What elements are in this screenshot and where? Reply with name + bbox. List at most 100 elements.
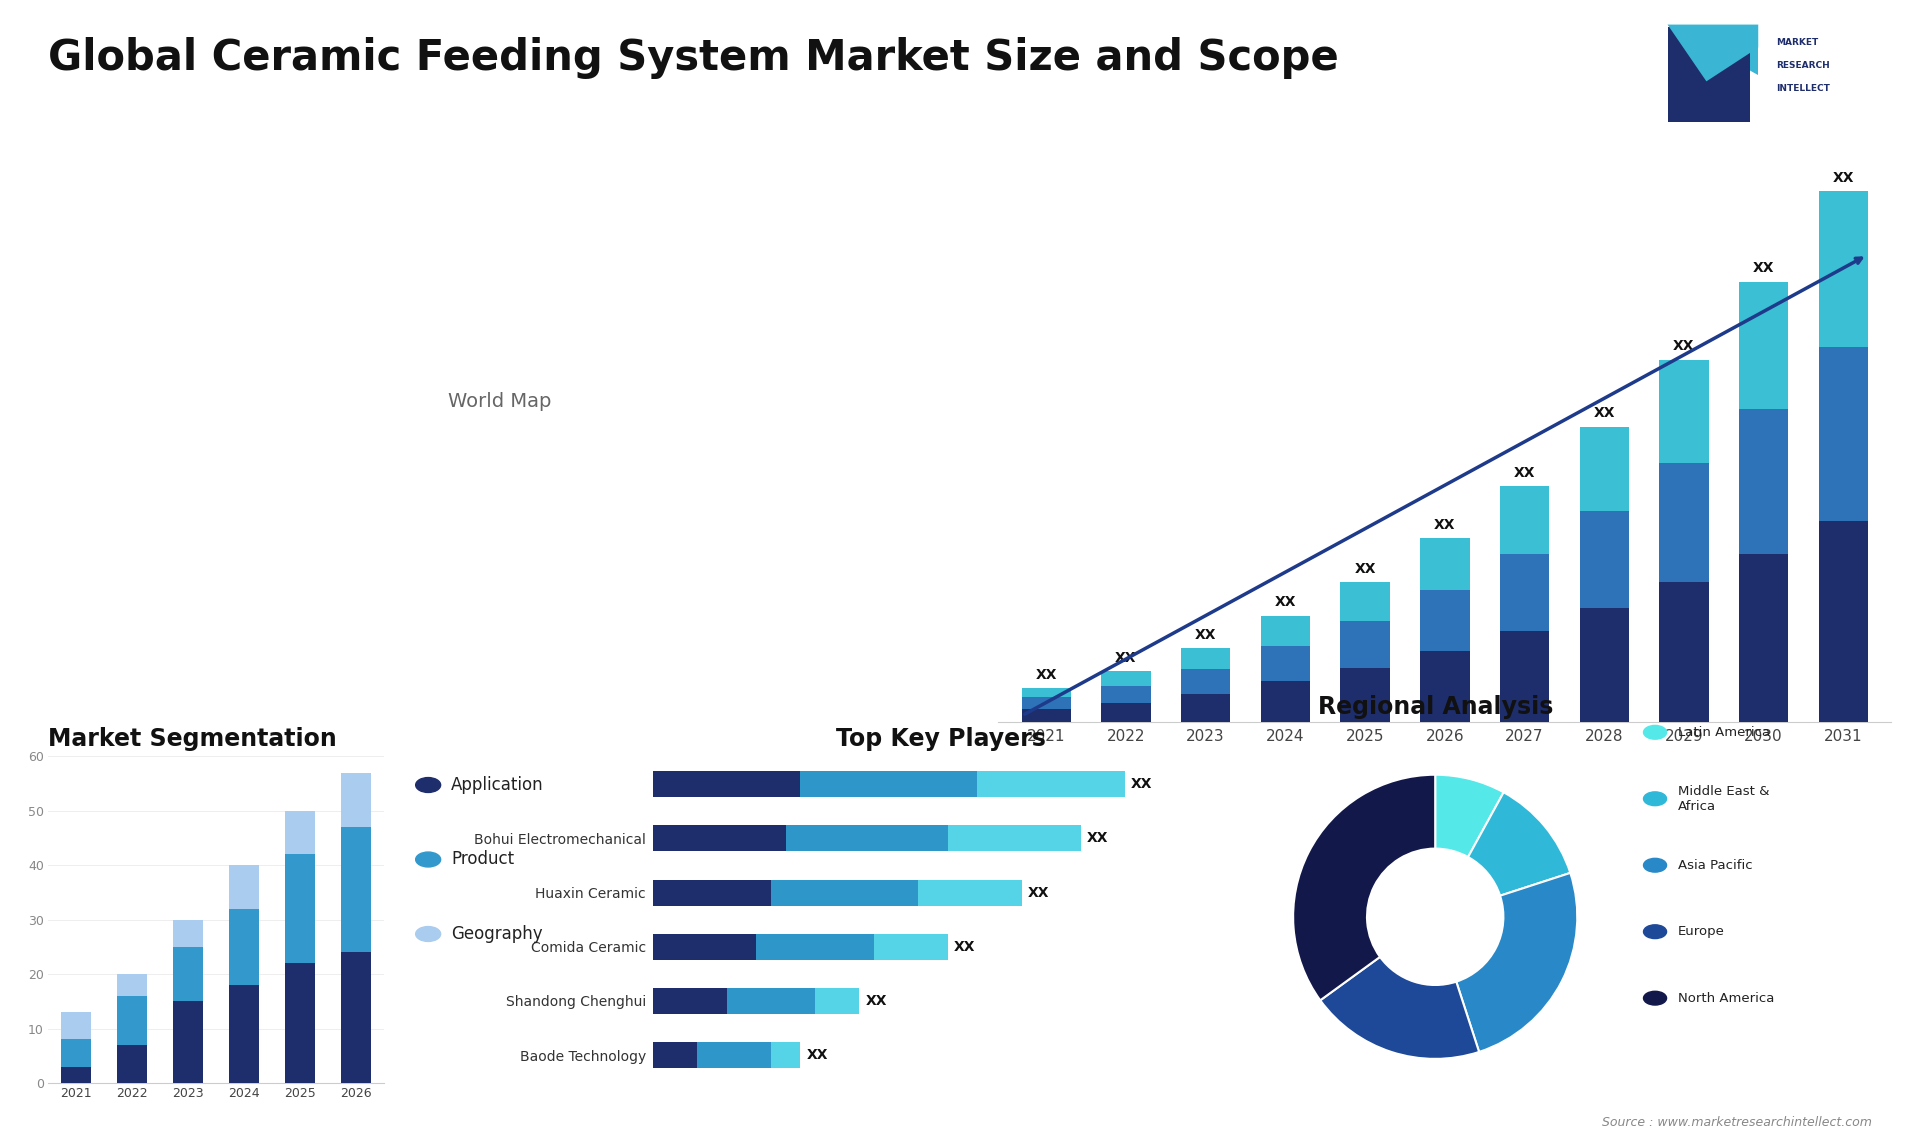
Bar (1421, 651, 1469, 722)
Bar (874, 934, 948, 959)
Text: Top Key Players: Top Key Players (835, 727, 1046, 751)
Text: Geography: Geography (451, 925, 543, 943)
Bar (117, 974, 148, 996)
Bar (228, 909, 259, 984)
Bar (1021, 709, 1071, 722)
Bar (653, 988, 726, 1014)
Bar (1421, 539, 1469, 590)
Bar (228, 984, 259, 1083)
Bar (816, 988, 860, 1014)
Text: XX: XX (1275, 596, 1296, 610)
Bar (284, 854, 315, 963)
Bar (1580, 609, 1628, 722)
Text: North America: North America (1678, 991, 1774, 1005)
Bar (1818, 346, 1868, 521)
Bar (1740, 554, 1788, 722)
Text: Europe: Europe (1678, 925, 1724, 939)
Bar (1580, 511, 1628, 609)
Wedge shape (1294, 775, 1436, 1000)
Bar (1021, 698, 1071, 709)
Text: XX: XX (1116, 651, 1137, 665)
Bar (173, 1002, 204, 1083)
Bar (1818, 191, 1868, 346)
Text: Source : www.marketresearchintellect.com: Source : www.marketresearchintellect.com (1601, 1116, 1872, 1129)
Text: XX: XX (1354, 562, 1377, 575)
Bar (1340, 582, 1390, 621)
Bar (1021, 689, 1071, 698)
Bar (284, 963, 315, 1083)
Bar (61, 1039, 92, 1067)
Wedge shape (1455, 873, 1576, 1052)
Bar (770, 880, 918, 905)
Text: Regional Analysis: Regional Analysis (1317, 694, 1553, 719)
Bar (948, 825, 1081, 851)
Bar (340, 827, 371, 952)
Bar (1500, 554, 1549, 631)
Bar (1421, 590, 1469, 651)
Bar (1261, 615, 1309, 645)
Bar (1659, 582, 1709, 722)
Bar (1659, 463, 1709, 582)
Bar (1580, 426, 1628, 511)
Text: XX: XX (1035, 668, 1058, 682)
Bar (61, 1012, 92, 1039)
Bar (1261, 681, 1309, 722)
Text: XX: XX (866, 994, 887, 1008)
Bar (801, 771, 977, 798)
Bar (117, 996, 148, 1045)
Bar (653, 771, 801, 798)
Text: RESEARCH: RESEARCH (1776, 61, 1830, 70)
Bar (1740, 409, 1788, 554)
Text: XX: XX (1027, 886, 1048, 900)
Bar (1261, 645, 1309, 681)
Bar (1667, 28, 1751, 121)
Bar (1102, 702, 1150, 722)
Bar (61, 1067, 92, 1083)
Text: XX: XX (1434, 518, 1455, 532)
Text: Asia Pacific: Asia Pacific (1678, 858, 1753, 872)
Bar (653, 1042, 697, 1068)
Wedge shape (1469, 792, 1571, 896)
Bar (653, 934, 756, 959)
Bar (284, 811, 315, 854)
Text: Middle East &
Africa: Middle East & Africa (1678, 785, 1770, 813)
Bar (340, 772, 371, 827)
Text: XX: XX (1194, 628, 1217, 642)
Bar (1818, 521, 1868, 722)
Text: XX: XX (1672, 339, 1695, 353)
Bar (173, 919, 204, 947)
Bar (756, 934, 874, 959)
Polygon shape (1667, 24, 1759, 74)
Bar (1740, 282, 1788, 409)
Bar (726, 988, 816, 1014)
Bar (653, 825, 785, 851)
Bar (653, 880, 770, 905)
Text: XX: XX (1131, 777, 1152, 791)
Text: Market Segmentation: Market Segmentation (48, 727, 336, 751)
Text: MARKET: MARKET (1776, 38, 1818, 47)
Bar (1102, 685, 1150, 702)
Bar (1340, 621, 1390, 668)
Text: XX: XX (1513, 466, 1536, 480)
Text: XX: XX (954, 940, 975, 953)
Text: Product: Product (451, 850, 515, 869)
Polygon shape (1667, 24, 1759, 81)
Text: XX: XX (1594, 407, 1615, 421)
Text: Latin America: Latin America (1678, 725, 1770, 739)
Bar (228, 865, 259, 909)
Bar (785, 825, 948, 851)
Text: XX: XX (806, 1049, 828, 1062)
Text: World Map: World Map (447, 392, 551, 410)
Bar (770, 1042, 801, 1068)
Bar (1659, 360, 1709, 463)
Text: XX: XX (1753, 261, 1774, 275)
Text: XX: XX (1087, 831, 1108, 846)
Bar (1500, 631, 1549, 722)
Bar (697, 1042, 770, 1068)
Text: Application: Application (451, 776, 543, 794)
Bar (1500, 486, 1549, 554)
Bar (340, 952, 371, 1083)
Text: Global Ceramic Feeding System Market Size and Scope: Global Ceramic Feeding System Market Siz… (48, 37, 1338, 79)
Bar (1181, 649, 1231, 669)
Wedge shape (1434, 775, 1503, 857)
